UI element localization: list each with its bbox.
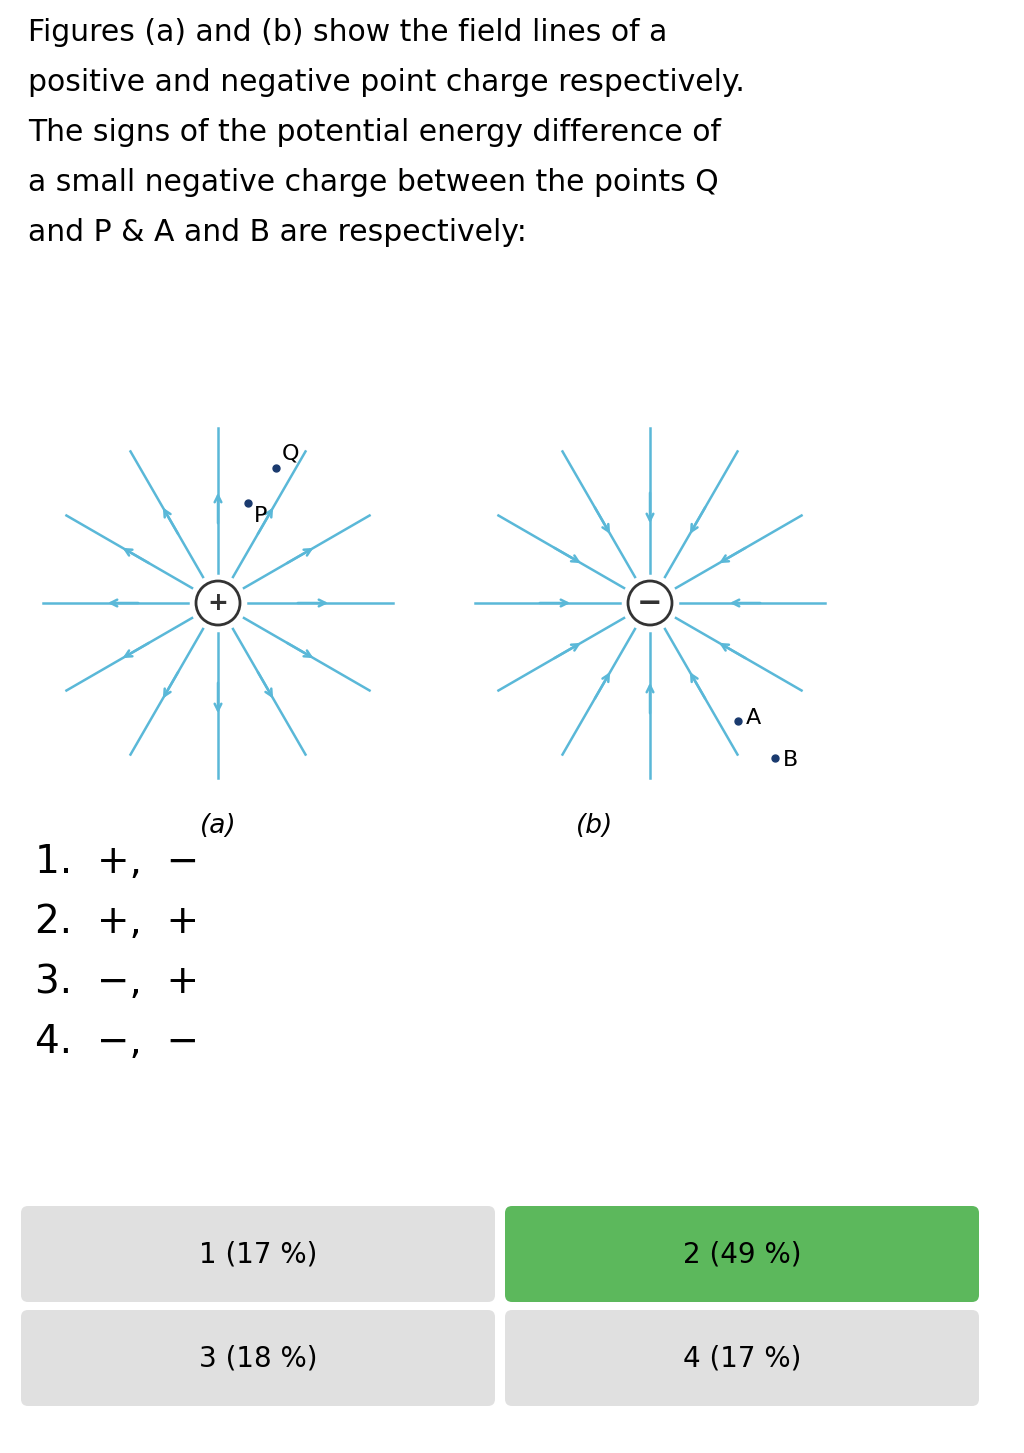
Text: Q: Q xyxy=(282,443,299,464)
Text: 2.  +,  +: 2. +, + xyxy=(35,902,199,942)
Text: 4.  −,  −: 4. −, − xyxy=(35,1023,199,1061)
Text: a small negative charge between the points Q: a small negative charge between the poin… xyxy=(28,169,719,198)
Text: 4 (17 %): 4 (17 %) xyxy=(683,1344,801,1372)
Text: +: + xyxy=(208,591,228,615)
Text: and P & A and B are respectively:: and P & A and B are respectively: xyxy=(28,218,527,247)
Text: The signs of the potential energy difference of: The signs of the potential energy differ… xyxy=(28,118,721,147)
Circle shape xyxy=(196,581,240,625)
Text: 1.  +,  −: 1. +, − xyxy=(35,843,200,881)
Text: (a): (a) xyxy=(200,814,237,838)
FancyBboxPatch shape xyxy=(22,1311,495,1407)
Text: A: A xyxy=(746,708,761,728)
Text: −: − xyxy=(637,588,663,618)
Text: Figures (a) and (b) show the field lines of a: Figures (a) and (b) show the field lines… xyxy=(28,17,668,46)
Text: 3 (18 %): 3 (18 %) xyxy=(199,1344,317,1372)
Text: (b): (b) xyxy=(577,814,613,838)
Text: 3.  −,  +: 3. −, + xyxy=(35,963,199,1001)
FancyBboxPatch shape xyxy=(505,1206,979,1302)
Circle shape xyxy=(628,581,672,625)
Text: 1 (17 %): 1 (17 %) xyxy=(199,1239,317,1268)
FancyBboxPatch shape xyxy=(22,1206,495,1302)
Text: P: P xyxy=(254,506,267,526)
Text: B: B xyxy=(783,750,799,770)
Text: positive and negative point charge respectively.: positive and negative point charge respe… xyxy=(28,68,744,97)
FancyBboxPatch shape xyxy=(505,1311,979,1407)
Text: 2 (49 %): 2 (49 %) xyxy=(683,1239,801,1268)
